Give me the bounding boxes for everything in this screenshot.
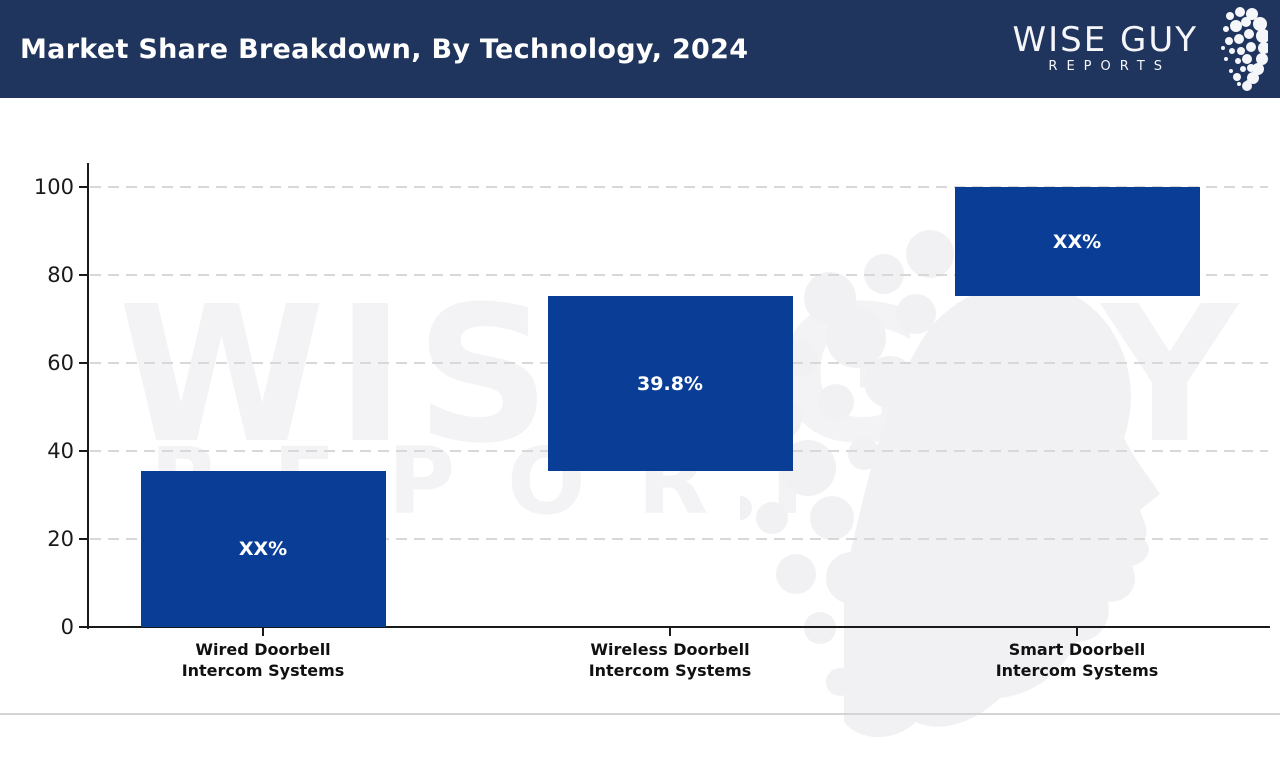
y-tick-mark-40 — [79, 450, 87, 452]
bar-value-label: XX% — [1052, 230, 1102, 253]
dotted-face-icon — [1221, 7, 1268, 91]
watermark-face-graphic — [740, 230, 1160, 737]
page-title: Market Share Breakdown, By Technology, 2… — [20, 33, 749, 65]
y-tick-mark-0 — [79, 626, 87, 628]
wise-guy-reports-logo: WISE GUY REPORTS — [1012, 6, 1280, 92]
y-tick-mark-80 — [79, 274, 87, 276]
y-tick-mark-100 — [79, 186, 87, 188]
y-tick-label-60: 60 — [47, 351, 74, 375]
bar-value-label: 39.8% — [637, 372, 703, 395]
logo-subtitle: REPORTS — [1048, 59, 1172, 74]
y-tick-label-100: 100 — [33, 175, 74, 199]
logo-wordmark: WISE GUY — [1012, 20, 1198, 60]
category-label-2: Wireless Doorbell Intercom Systems — [588, 640, 752, 680]
report-header: Market Share Breakdown, By Technology, 2… — [0, 0, 1280, 98]
gridline-80 — [90, 274, 1268, 276]
x-tick-mark-2 — [669, 628, 671, 636]
bar-wireless-doorbell-intercom-systems: 39.8% — [547, 296, 793, 472]
bar-smart-doorbell-intercom-systems: XX% — [954, 187, 1200, 297]
y-tick-label-20: 20 — [47, 527, 74, 551]
gridline-20 — [90, 538, 1268, 540]
bar-value-label: XX% — [238, 538, 288, 561]
x-tick-mark-1 — [262, 628, 264, 636]
x-axis-line — [87, 626, 1270, 628]
gridline-100 — [90, 186, 1268, 188]
y-axis-line — [87, 163, 89, 629]
bar-wired-doorbell-intercom-systems: XX% — [140, 471, 386, 627]
x-tick-mark-3 — [1076, 628, 1078, 636]
y-tick-mark-60 — [79, 362, 87, 364]
category-label-3: Smart Doorbell Intercom Systems — [995, 640, 1159, 680]
y-tick-mark-20 — [79, 538, 87, 540]
bottom-divider — [0, 713, 1280, 715]
y-tick-label-80: 80 — [47, 263, 74, 287]
category-label-1: Wired Doorbell Intercom Systems — [181, 640, 345, 680]
y-tick-label-40: 40 — [47, 439, 74, 463]
y-tick-label-0: 0 — [60, 615, 74, 639]
